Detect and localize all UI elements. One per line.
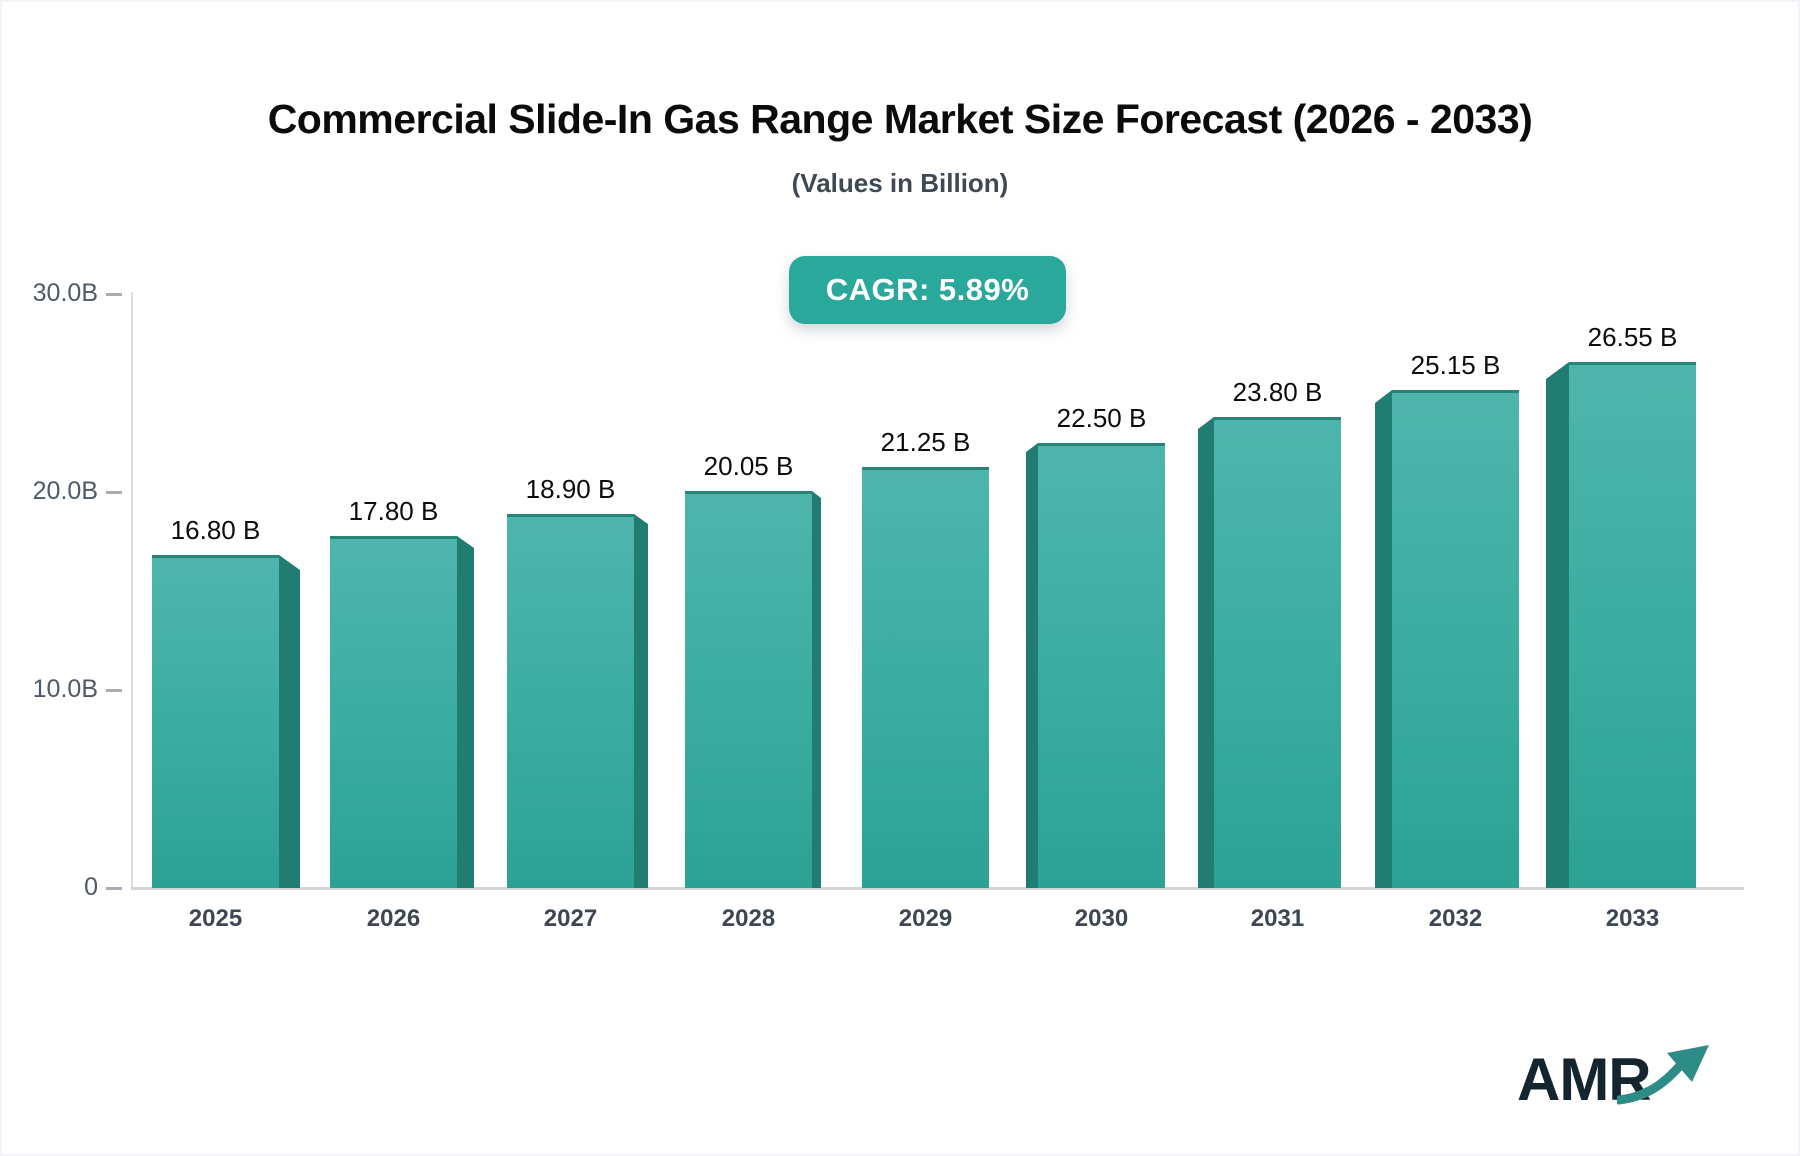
bar-3d-side	[634, 514, 648, 888]
bar	[1569, 362, 1696, 888]
x-axis-line	[131, 887, 1744, 890]
y-tick-label: 10.0B	[32, 675, 98, 703]
x-axis-category-label: 2033	[1605, 905, 1660, 932]
growth-arrow-icon	[1617, 1045, 1709, 1105]
y-tick-mark	[106, 491, 122, 494]
x-axis-category-label: 2028	[721, 905, 776, 932]
amr-logo: AMR	[1517, 1030, 1737, 1130]
bar	[152, 555, 279, 888]
x-axis-category-label: 2032	[1428, 905, 1483, 932]
bar-3d-side	[1026, 443, 1038, 888]
bar-value-label: 17.80 B	[348, 496, 439, 526]
x-axis-category-label: 2031	[1250, 905, 1305, 932]
cagr-badge: CAGR: 5.89%	[789, 256, 1066, 324]
bar-3d-side	[457, 536, 474, 888]
y-tick-label: 30.0B	[32, 279, 98, 307]
bar-value-label: 20.05 B	[703, 451, 794, 481]
chart-subtitle: (Values in Billion)	[791, 168, 1009, 198]
bar	[1214, 417, 1341, 888]
y-tick-mark	[106, 887, 122, 890]
bar-value-label: 21.25 B	[880, 427, 971, 457]
bar-3d-side	[279, 555, 300, 888]
bar-value-label: 26.55 B	[1587, 322, 1678, 352]
bar-3d-side	[812, 491, 821, 888]
bar-3d-side	[1546, 362, 1569, 888]
y-tick-label: 0	[84, 873, 98, 901]
x-axis-category-label: 2029	[898, 905, 953, 932]
bar	[1392, 390, 1519, 888]
y-tick-label: 20.0B	[32, 477, 98, 505]
bar	[1038, 443, 1165, 888]
x-axis-category-label: 2026	[366, 905, 421, 932]
bar-value-label: 25.15 B	[1410, 350, 1501, 380]
y-axis-line	[131, 292, 133, 889]
x-axis-category-label: 2030	[1074, 905, 1129, 932]
x-axis-category-label: 2027	[543, 905, 598, 932]
bar-3d-side	[1198, 417, 1214, 888]
bar	[862, 467, 989, 888]
bar	[507, 514, 634, 888]
bar-value-label: 16.80 B	[170, 515, 261, 545]
bar-value-label: 23.80 B	[1232, 377, 1323, 407]
bar-3d-side	[1375, 390, 1392, 888]
chart-title: Commercial Slide-In Gas Range Market Siz…	[267, 96, 1533, 142]
y-tick-mark	[106, 689, 122, 692]
bar-value-label: 18.90 B	[525, 474, 616, 504]
bar	[330, 536, 457, 888]
bar-value-label: 22.50 B	[1056, 403, 1147, 433]
bar	[685, 491, 812, 888]
x-axis-category-label: 2025	[188, 905, 243, 932]
y-tick-mark	[106, 293, 122, 296]
